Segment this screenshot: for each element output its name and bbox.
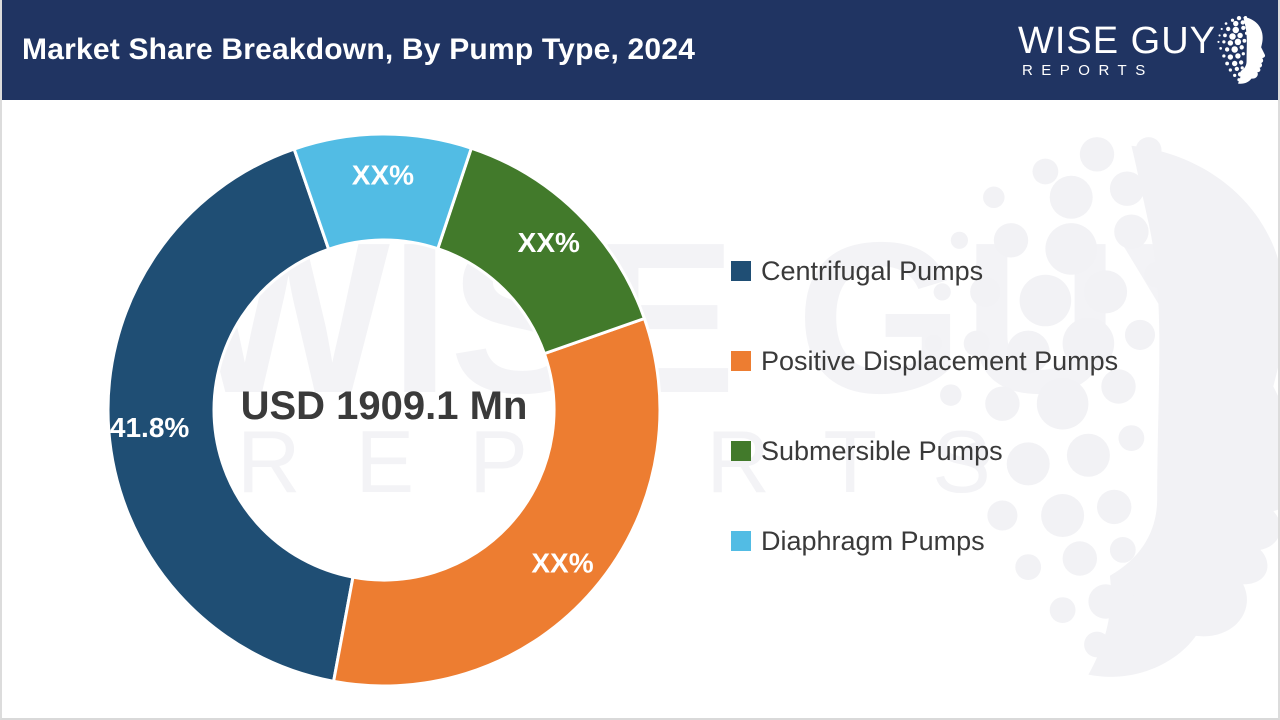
legend-swatch (731, 441, 751, 461)
logo-line2: REPORTS (1021, 62, 1154, 79)
donut-segment-centrifugal-pumps (106, 147, 355, 684)
legend-swatch (731, 261, 751, 281)
legend-label: Submersible Pumps (761, 435, 1003, 466)
legend-item: Submersible Pumps (731, 435, 1118, 466)
legend-label: Positive Displacement Pumps (761, 345, 1119, 376)
chart-area: WISE GUY REPORTS 41.8%XX%XX%XX% USD 1909… (2, 100, 1278, 718)
legend-item: Centrifugal Pumps (731, 255, 1118, 286)
legend-label: Centrifugal Pumps (761, 255, 984, 286)
legend-item: Positive Displacement Pumps (731, 345, 1119, 376)
logo-wordmark: WISE GUY REPORTS (1018, 22, 1216, 78)
legend-swatch (731, 351, 751, 371)
logo-line1: WISE GUY (1017, 20, 1216, 62)
wiseguy-logo: WISE GUY REPORTS (1018, 9, 1266, 91)
page-title: Market Share Breakdown, By Pump Type, 20… (22, 33, 696, 66)
legend: Centrifugal Pumps Positive Displacement P… (731, 255, 1119, 617)
donut-center-value: USD 1909.1 Mn (240, 384, 528, 428)
legend-swatch (731, 531, 751, 551)
legend-item: Diaphragm Pumps (731, 525, 1118, 556)
donut-segment-positive-displacement-pumps (331, 316, 662, 688)
donut-segment-diaphragm-pumps (292, 132, 474, 252)
segment-label: XX% (531, 547, 593, 578)
logo-head-icon (1212, 9, 1266, 91)
segment-label: XX% (518, 227, 580, 258)
donut-chart: 41.8% XX% XX% XX% (106, 132, 662, 688)
header-bar: Market Share Breakdown, By Pump Type, 20… (2, 0, 1278, 100)
segment-label: XX% (352, 160, 414, 191)
segment-label: 41.8% (110, 412, 189, 443)
legend-label: Diaphragm Pumps (761, 525, 985, 556)
